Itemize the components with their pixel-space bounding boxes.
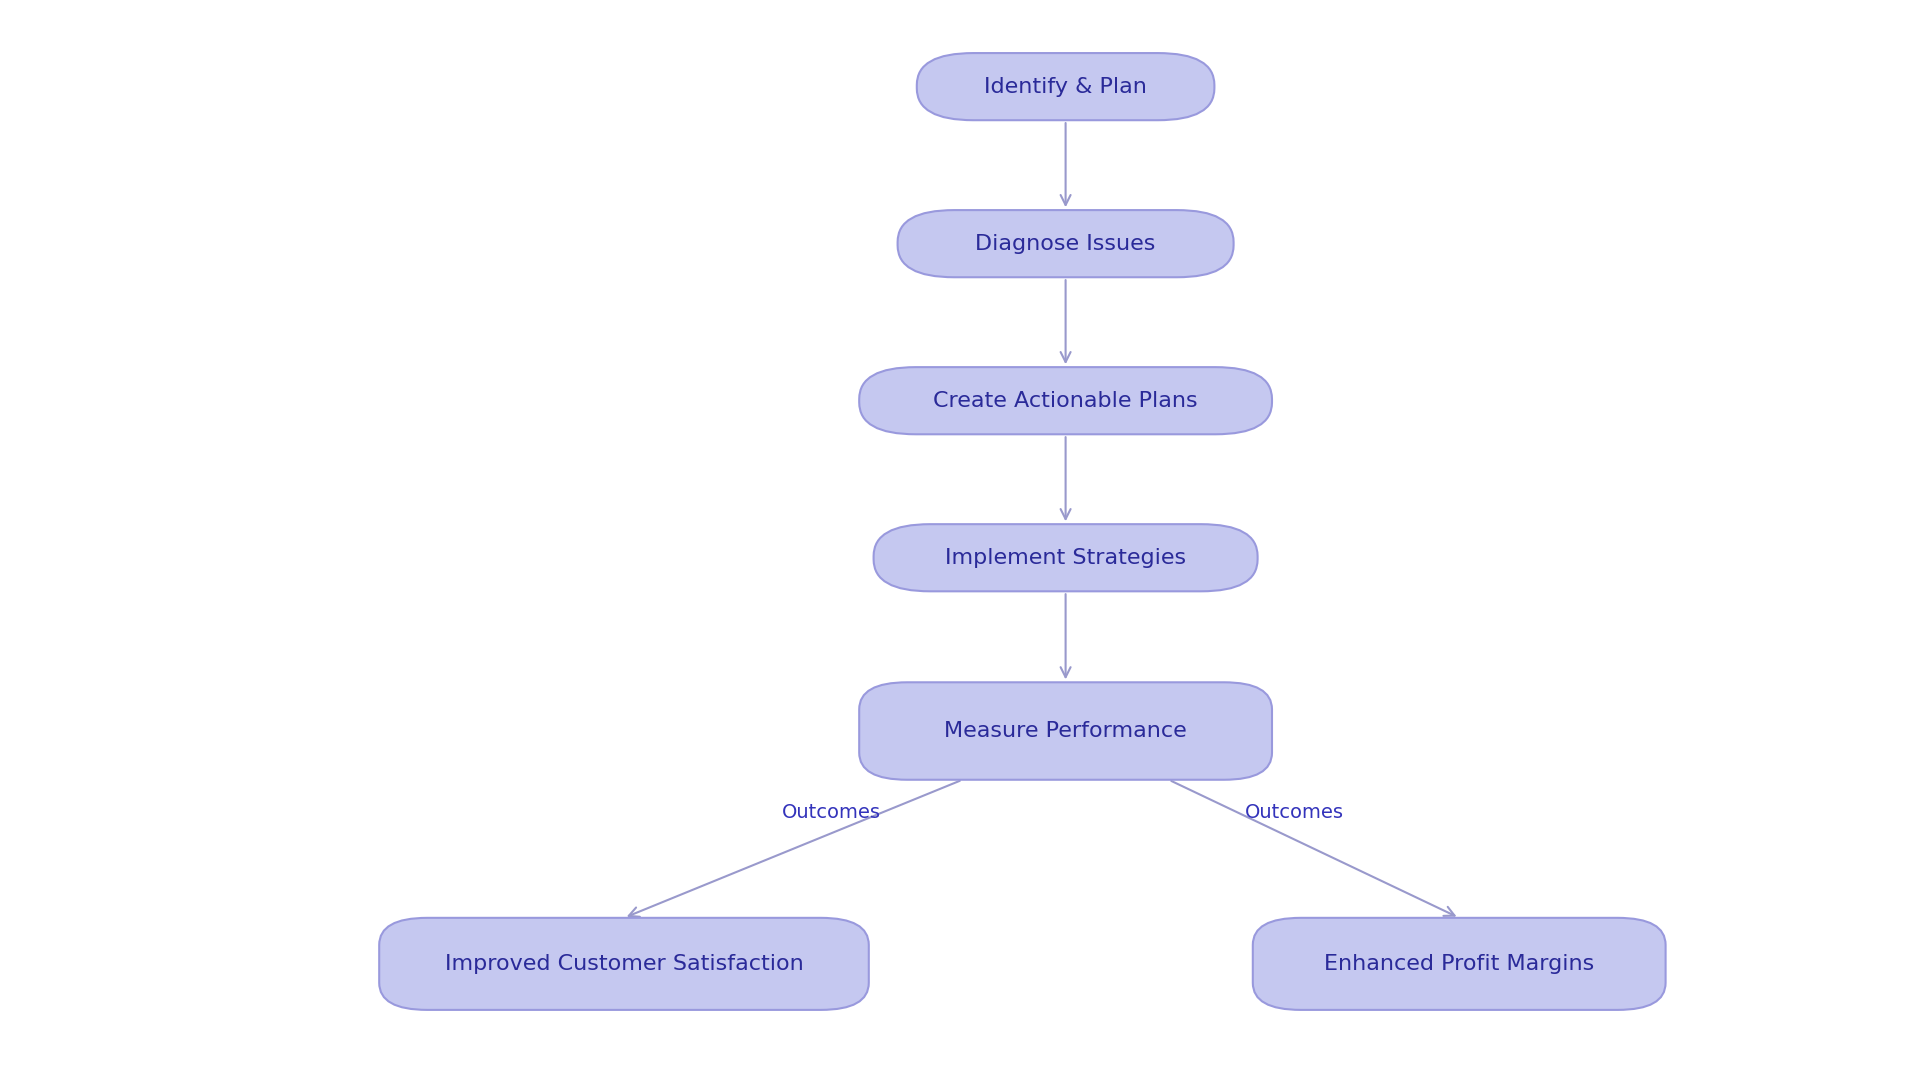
Text: Improved Customer Satisfaction: Improved Customer Satisfaction [445,954,803,974]
Text: Diagnose Issues: Diagnose Issues [975,234,1156,253]
FancyBboxPatch shape [1252,917,1665,1009]
FancyBboxPatch shape [918,53,1215,120]
FancyBboxPatch shape [860,367,1273,434]
Text: Create Actionable Plans: Create Actionable Plans [933,391,1198,410]
Text: Outcomes: Outcomes [781,803,881,822]
Text: Implement Strategies: Implement Strategies [945,548,1187,567]
Text: Outcomes: Outcomes [1246,803,1344,822]
FancyBboxPatch shape [899,210,1235,277]
FancyBboxPatch shape [380,917,868,1009]
Text: Measure Performance: Measure Performance [945,721,1187,741]
Text: Enhanced Profit Margins: Enhanced Profit Margins [1325,954,1594,974]
FancyBboxPatch shape [860,682,1273,780]
Text: Identify & Plan: Identify & Plan [985,77,1146,96]
FancyBboxPatch shape [874,524,1258,591]
